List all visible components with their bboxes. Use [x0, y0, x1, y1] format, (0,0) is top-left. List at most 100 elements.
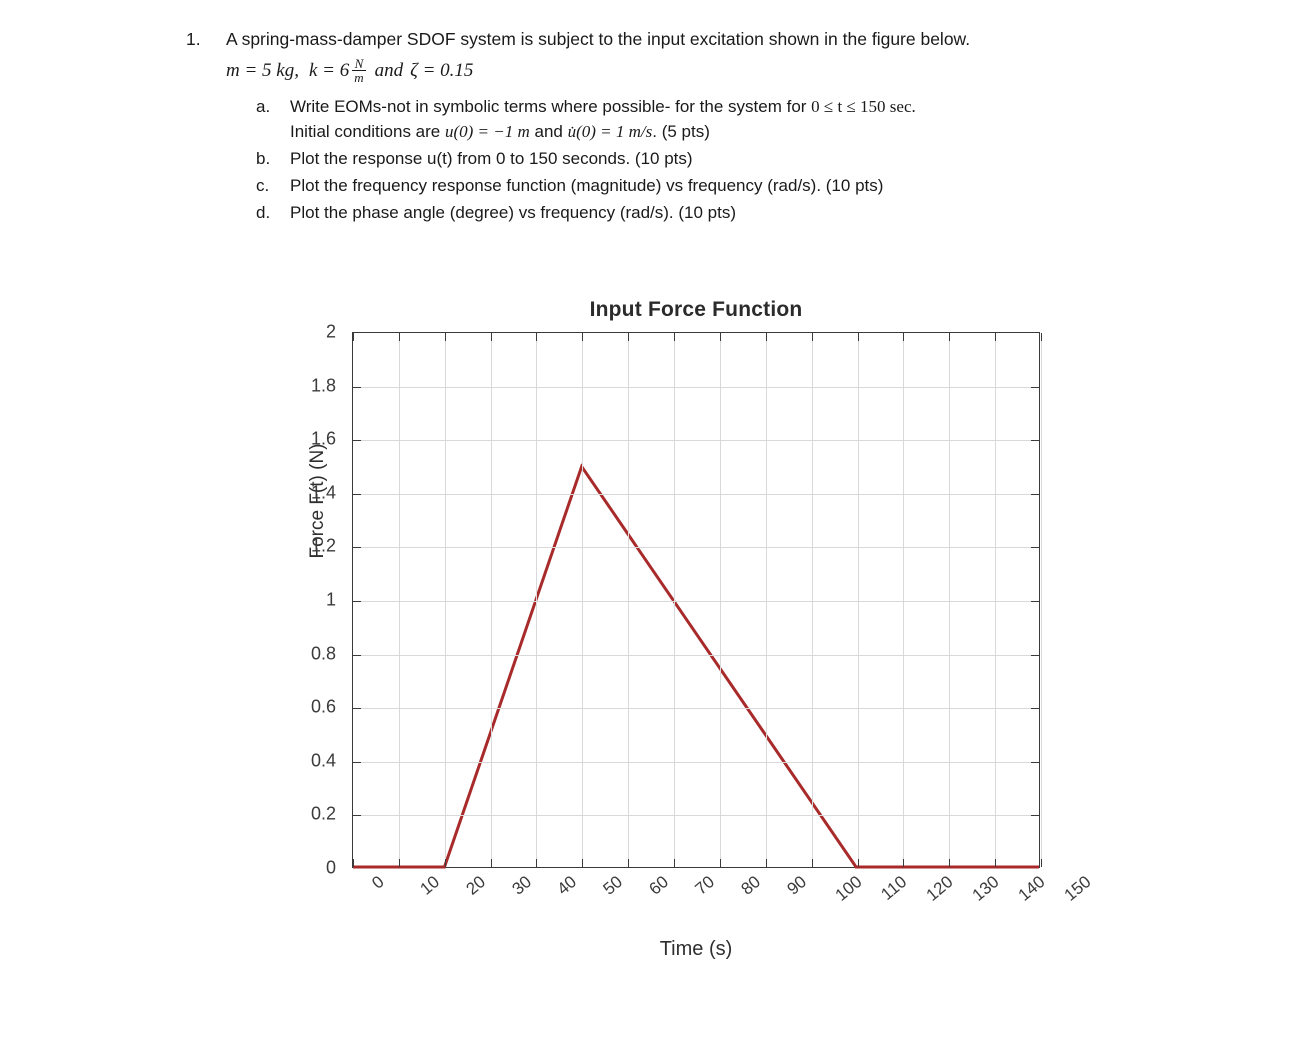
sub-item-letter-d: d. — [256, 203, 271, 222]
x-tick-label: 70 — [691, 872, 719, 899]
x-axis-tick — [398, 859, 400, 867]
y-axis-tick — [353, 601, 361, 602]
x-tick-label: 40 — [553, 872, 581, 899]
x-axis-tick — [903, 859, 905, 867]
grid-line-vertical — [398, 333, 400, 867]
question-stem: A spring-mass-damper SDOF system is subj… — [226, 29, 971, 49]
x-axis-tick — [582, 333, 584, 341]
x-axis-tick — [1041, 859, 1042, 867]
y-axis-tick — [1031, 654, 1039, 656]
x-tick-label: 110 — [876, 872, 910, 904]
grid-line-vertical — [1041, 333, 1042, 867]
x-axis-tick — [719, 333, 721, 341]
x-axis-tick — [811, 333, 813, 341]
y-axis-tick — [1031, 761, 1039, 763]
x-axis-tick-labels: 0 10 20 30 40 50 60 70 80 90 100 110 120 130 140 150 — [352, 872, 1094, 942]
damping-ratio-parameter: ζ = 0.15 — [410, 60, 474, 81]
x-axis-tick — [444, 333, 446, 341]
y-axis-tick — [1031, 547, 1039, 549]
x-tick-label: 90 — [783, 872, 810, 899]
x-tick-label: 150 — [1060, 872, 1095, 905]
y-axis-tick — [353, 386, 361, 388]
grid-line-vertical — [444, 333, 446, 867]
x-axis-tick — [353, 333, 354, 341]
x-axis-tick — [536, 333, 538, 341]
sub-item-a-line2-pre: Initial conditions are — [290, 122, 445, 141]
list-item: d. Plot the phase angle (degree) vs freq… — [256, 200, 1186, 225]
y-axis-tick — [353, 547, 361, 549]
y-tick-label: 1.2 — [310, 535, 336, 556]
x-tick-label: 60 — [645, 872, 673, 899]
x-tick-label: 130 — [968, 872, 1003, 905]
x-axis-tick — [857, 333, 859, 341]
y-tick-label: 1.4 — [310, 482, 336, 503]
x-axis-tick — [995, 859, 997, 867]
chart-title: Input Force Function — [589, 298, 803, 321]
y-tick-label: 2 — [325, 321, 336, 342]
grid-line-vertical — [536, 333, 538, 867]
sub-item-text-c: Plot the frequency response function (ma… — [290, 176, 884, 195]
y-axis-tick-labels: 0 0.2 0.4 0.6 0.8 1 1.2 1.4 1.6 1.8 2 — [240, 322, 344, 878]
grid-line-horizontal — [353, 386, 1039, 388]
stiffness-units-fraction: N m — [352, 57, 366, 84]
input-force-figure: Input Force Function Force F(t) (N) 0 0.2… — [240, 290, 1100, 970]
y-axis-tick — [353, 493, 361, 495]
x-tick-label: 80 — [737, 872, 765, 899]
y-tick-label: 1.6 — [310, 428, 336, 449]
x-axis-tick — [353, 859, 354, 867]
y-axis-tick — [1031, 601, 1039, 602]
y-tick-label: 1.8 — [310, 375, 336, 396]
grid-line-vertical — [674, 333, 676, 867]
initial-velocity-condition: u̇(0) = 1 m/s — [567, 122, 653, 141]
x-axis-tick — [857, 859, 859, 867]
sub-item-letter-c: c. — [256, 176, 270, 195]
sub-item-a-line1-pre: Write EOMs-not in symbolic terms where p… — [290, 97, 812, 116]
grid-line-horizontal — [353, 440, 1039, 442]
sub-item-a-line2-post: . (5 pts) — [652, 122, 710, 141]
y-tick-label: 0.2 — [310, 803, 336, 824]
grid-line-vertical — [857, 333, 859, 867]
grid-line-horizontal — [353, 654, 1039, 656]
x-axis-tick — [674, 859, 676, 867]
grid-line-vertical — [811, 333, 813, 867]
x-axis-tick — [903, 333, 905, 341]
x-axis-tick — [628, 859, 630, 867]
grid-line-vertical — [995, 333, 997, 867]
x-axis-tick — [582, 859, 584, 867]
list-item: b. Plot the response u(t) from 0 to 150 … — [256, 146, 1186, 171]
x-axis-tick — [949, 333, 951, 341]
sub-item-a-line1-math: 0 ≤ t ≤ 150 sec. — [811, 97, 916, 116]
grid-line-horizontal — [353, 708, 1039, 710]
grid-line-vertical — [949, 333, 951, 867]
x-tick-label: 140 — [1014, 872, 1049, 905]
y-tick-label: 1 — [325, 589, 336, 610]
x-axis-tick — [995, 333, 997, 341]
x-tick-label: 120 — [923, 872, 957, 905]
x-axis-tick — [628, 333, 630, 341]
grid-line-vertical — [582, 333, 584, 867]
x-tick-label: 0 — [368, 872, 388, 893]
x-axis-tick — [1041, 333, 1042, 341]
x-axis-tick — [765, 333, 767, 341]
list-item: c. Plot the frequency response function … — [256, 173, 1186, 198]
initial-displacement-condition: u(0) = −1 m — [444, 122, 530, 141]
x-axis-tick — [398, 333, 400, 341]
grid-line-vertical — [719, 333, 721, 867]
x-tick-label: 100 — [831, 872, 866, 905]
grid-line-vertical — [765, 333, 767, 867]
grid-line-vertical — [490, 333, 492, 867]
grid-line-horizontal — [353, 601, 1039, 602]
y-axis-tick — [353, 440, 361, 442]
x-tick-label: 20 — [462, 872, 489, 899]
y-tick-label: 0.8 — [310, 643, 336, 664]
grid-line-vertical — [628, 333, 630, 867]
y-axis-tick — [353, 708, 361, 710]
grid-line-horizontal — [353, 547, 1039, 549]
list-item: a. Write EOMs-not in symbolic terms wher… — [256, 94, 1186, 144]
y-tick-label: 0.6 — [310, 696, 336, 717]
y-tick-label: 0.4 — [310, 750, 336, 771]
sub-item-text-b: Plot the response u(t) from 0 to 150 sec… — [290, 149, 693, 168]
x-tick-label: 10 — [416, 872, 443, 899]
x-tick-label: 30 — [508, 872, 535, 899]
y-axis-tick — [353, 761, 361, 763]
